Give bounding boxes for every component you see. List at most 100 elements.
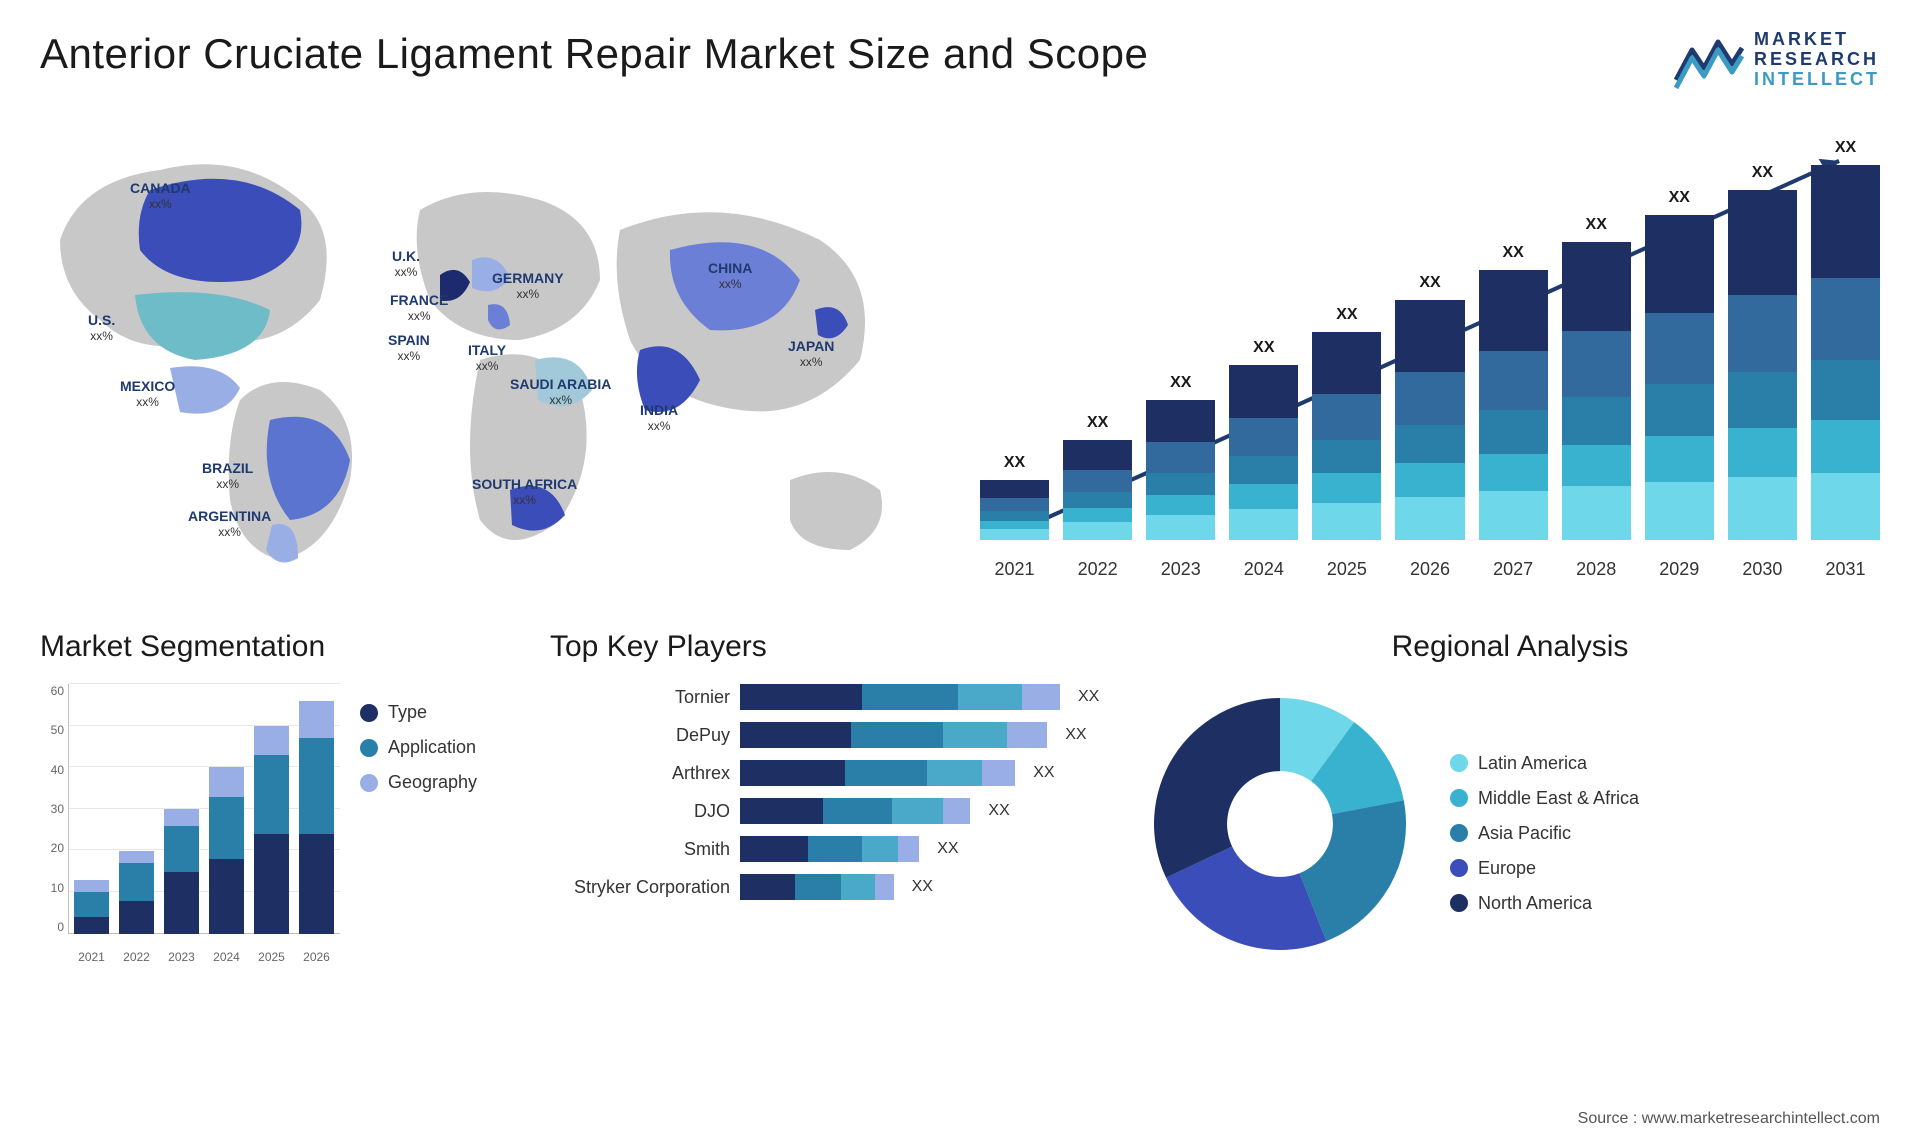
regional-legend: Latin AmericaMiddle East & AfricaAsia Pa… (1450, 735, 1639, 914)
forecast-bar-label: XX (1170, 374, 1191, 392)
country-label: SAUDI ARABIAxx% (510, 376, 611, 407)
forecast-chart: XXXXXXXXXXXXXXXXXXXXXX 20212022202320242… (980, 120, 1880, 580)
brand-logo: MARKET RESEARCH INTELLECT (1674, 30, 1880, 90)
segmentation-title: Market Segmentation (40, 630, 520, 664)
country-label: MEXICOxx% (120, 378, 175, 409)
key-player-name: Arthrex (550, 763, 730, 784)
regional-title: Regional Analysis (1140, 630, 1880, 664)
key-player-value: XX (988, 802, 1009, 820)
forecast-year-label: 2023 (1146, 559, 1215, 580)
country-label: CHINAxx% (708, 260, 752, 291)
key-player-value: XX (1078, 688, 1099, 706)
forecast-bar-label: XX (1087, 414, 1108, 432)
key-player-value: XX (912, 878, 933, 896)
country-label: U.K.xx% (392, 248, 420, 279)
donut-segment (1154, 698, 1280, 878)
forecast-bar-label: XX (1502, 244, 1523, 262)
bottom-row: Market Segmentation 0102030405060 202120… (40, 630, 1880, 964)
key-player-bar (740, 722, 1047, 748)
forecast-bar: XX (1811, 165, 1880, 540)
forecast-year-label: 2029 (1645, 559, 1714, 580)
forecast-year-label: 2024 (1229, 559, 1298, 580)
key-player-name: Stryker Corporation (550, 877, 730, 898)
country-label: BRAZILxx% (202, 460, 253, 491)
logo-mark-icon (1674, 30, 1744, 90)
forecast-bar: XX (1562, 242, 1631, 540)
forecast-bar: XX (1645, 215, 1714, 540)
forecast-bar-label: XX (1419, 274, 1440, 292)
forecast-bar-label: XX (1752, 164, 1773, 182)
page-title: Anterior Cruciate Ligament Repair Market… (40, 30, 1148, 78)
country-label: U.S.xx% (88, 312, 115, 343)
country-label: JAPANxx% (788, 338, 834, 369)
key-player-value: XX (937, 840, 958, 858)
country-label: FRANCExx% (390, 292, 448, 323)
key-player-name: Smith (550, 839, 730, 860)
key-player-bar (740, 836, 919, 862)
legend-item: Middle East & Africa (1450, 788, 1639, 809)
forecast-bar: XX (1146, 400, 1215, 540)
logo-line2: RESEARCH (1754, 50, 1880, 70)
forecast-bar: XX (1229, 365, 1298, 540)
forecast-bar-label: XX (1336, 306, 1357, 324)
key-player-value: XX (1065, 726, 1086, 744)
header: Anterior Cruciate Ligament Repair Market… (40, 30, 1880, 90)
forecast-bar: XX (980, 480, 1049, 540)
forecast-year-label: 2030 (1728, 559, 1797, 580)
key-player-row: Smith XX (550, 836, 1110, 862)
key-player-bar (740, 874, 894, 900)
forecast-bar-label: XX (1669, 189, 1690, 207)
segmentation-panel: Market Segmentation 0102030405060 202120… (40, 630, 520, 964)
country-label: SPAINxx% (388, 332, 430, 363)
key-player-row: Stryker Corporation XX (550, 874, 1110, 900)
top-row: CANADAxx% U.S.xx% MEXICOxx% BRAZILxx% ARGENT… (40, 120, 1880, 580)
segmentation-legend: TypeApplicationGeography (360, 684, 477, 964)
key-player-bar (740, 798, 970, 824)
key-player-row: Arthrex XX (550, 760, 1110, 786)
forecast-bar-label: XX (1253, 339, 1274, 357)
key-player-value: XX (1033, 764, 1054, 782)
country-label: CANADAxx% (130, 180, 191, 211)
source-attribution: Source : www.marketresearchintellect.com (1578, 1110, 1880, 1128)
forecast-bar: XX (1479, 270, 1548, 540)
segmentation-bar (119, 851, 154, 934)
regional-panel: Regional Analysis Latin America Middle Ea… (1140, 630, 1880, 964)
country-label: INDIAxx% (640, 402, 678, 433)
forecast-bar: XX (1395, 300, 1464, 540)
logo-text: MARKET RESEARCH INTELLECT (1754, 30, 1880, 89)
country-label: GERMANYxx% (492, 270, 564, 301)
forecast-bar-label: XX (1586, 216, 1607, 234)
forecast-year-label: 2028 (1562, 559, 1631, 580)
country-label: ARGENTINAxx% (188, 508, 271, 539)
forecast-year-label: 2031 (1811, 559, 1880, 580)
forecast-year-label: 2026 (1395, 559, 1464, 580)
segmentation-bar (209, 767, 244, 934)
logo-line3: INTELLECT (1754, 70, 1880, 90)
legend-item: Geography (360, 772, 477, 793)
country-label: SOUTH AFRICAxx% (472, 476, 577, 507)
logo-line1: MARKET (1754, 30, 1880, 50)
forecast-bar-label: XX (1004, 454, 1025, 472)
key-player-row: DePuy XX (550, 722, 1110, 748)
world-map-panel: CANADAxx% U.S.xx% MEXICOxx% BRAZILxx% ARGENT… (40, 120, 940, 580)
key-player-name: DJO (550, 801, 730, 822)
forecast-bar-label: XX (1835, 139, 1856, 157)
key-players-panel: Top Key Players Tornier XX DePuy XX Arthrex X… (550, 630, 1110, 964)
segmentation-bar (254, 726, 289, 934)
key-player-row: Tornier XX (550, 684, 1110, 710)
forecast-year-label: 2027 (1479, 559, 1548, 580)
forecast-year-label: 2025 (1312, 559, 1381, 580)
key-players-chart: TornierXXDePuyXXArthrexXXDJOXXSmithXXStr… (550, 684, 1110, 900)
forecast-year-label: 2022 (1063, 559, 1132, 580)
legend-item: Type (360, 702, 477, 723)
segmentation-bar (164, 809, 199, 934)
key-players-title: Top Key Players (550, 630, 1110, 664)
forecast-year-label: 2021 (980, 559, 1049, 580)
key-player-name: Tornier (550, 687, 730, 708)
segmentation-bar (74, 880, 109, 934)
forecast-bar: XX (1312, 332, 1381, 540)
key-player-name: DePuy (550, 725, 730, 746)
segmentation-chart: 0102030405060 202120222023202420252026 (40, 684, 340, 964)
key-player-row: DJO XX (550, 798, 1110, 824)
legend-item: Latin America (1450, 753, 1639, 774)
